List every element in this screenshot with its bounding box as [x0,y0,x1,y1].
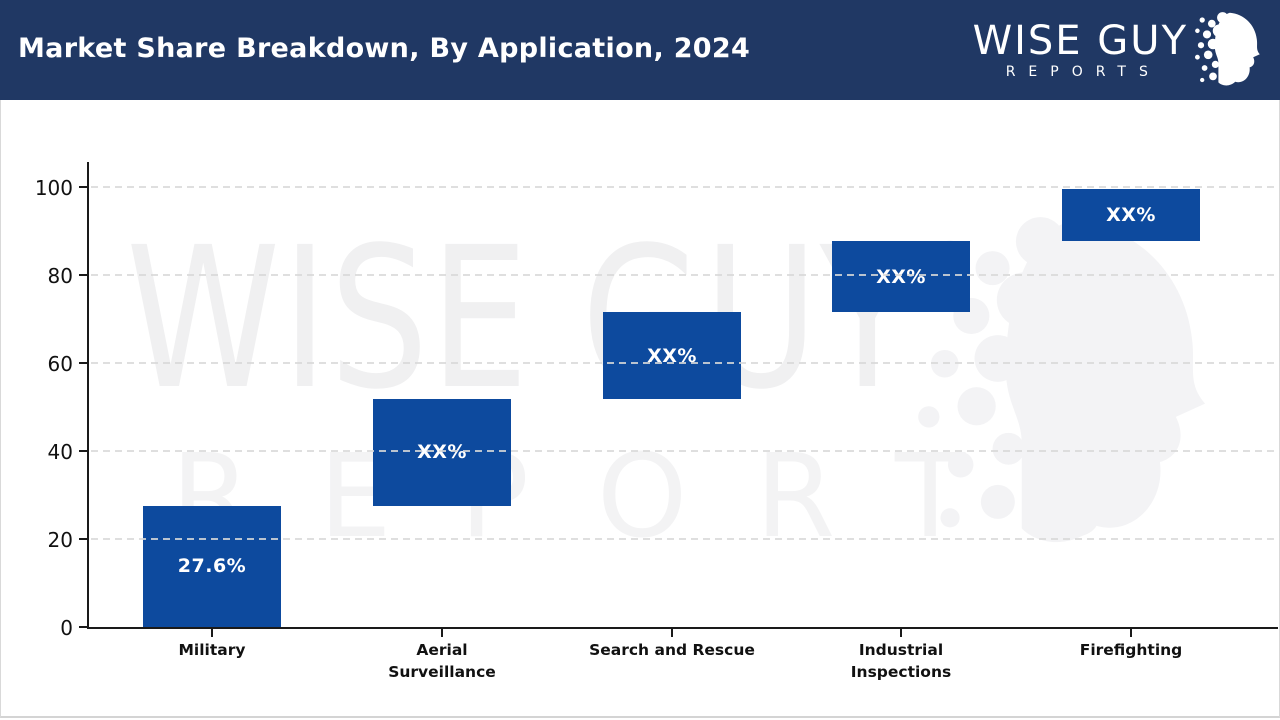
bar-industrial-inspections: XX% [832,240,970,313]
brand-head-icon [1195,12,1260,86]
bar-military: 27.6% [143,505,281,627]
x-tick-mark-4 [1130,629,1132,637]
chart-canvas: WISE GUY REPORTS 0 20 40 60 80 100 27.6% XX% XX%… [0,100,1280,718]
x-tick-mark-1 [441,629,443,637]
x-category-label-1: Aerial Surveillance [388,641,496,681]
bar-value-label: XX% [417,441,467,464]
gridline-y-20 [91,538,1278,540]
y-axis-line [87,162,89,629]
bar-value-label: 27.6% [177,555,247,578]
bar-aerial-surveillance: XX% [373,399,511,506]
watermark-brand-text: WISE GUY [126,205,917,432]
y-tick-mark-100 [79,186,87,188]
x-tick-mark-2 [671,629,673,637]
y-tick-mark-40 [79,450,87,452]
y-tick-mark-80 [79,274,87,276]
brand-logo: WISE GUY REPORTS [973,8,1264,92]
x-category-label-0: Military [178,641,246,659]
y-tick-label-40: 40 [47,440,73,464]
y-tick-mark-60 [79,362,87,364]
page-title: Market Share Breakdown, By Application, … [18,32,751,64]
gridline-y-100 [91,186,1278,188]
y-tick-label-100: 100 [34,176,73,200]
x-tick-mark-3 [900,629,902,637]
watermark-subtitle-text: REPORTS [171,430,1175,564]
y-tick-mark-20 [79,538,87,540]
y-tick-label-0: 0 [60,616,73,640]
bar-firefighting: XX% [1062,189,1200,241]
x-category-label-3: Industrial Inspections [850,641,952,681]
gridline-y-40 [91,450,1278,452]
bar-search-and-rescue: XX% [603,312,741,400]
y-tick-label-80: 80 [47,264,73,288]
plot-area: 0 20 40 60 80 100 27.6% XX% XX% XX% XX% Military Aer… [1,100,1279,716]
brand-subtitle: REPORTS [1005,63,1161,80]
y-tick-label-20: 20 [47,528,73,552]
brand-name: WISE GUY [972,17,1188,64]
x-axis-line [87,627,1278,629]
gridline-y-80 [91,274,1278,276]
bar-value-label: XX% [647,344,697,367]
y-tick-label-60: 60 [47,352,73,376]
x-category-label-4: Firefighting [1079,641,1183,659]
gridline-y-60 [91,362,1278,364]
y-tick-mark-0 [79,626,87,628]
header-bar: Market Share Breakdown, By Application, … [0,0,1280,100]
brand-logo-text: WISE GUY REPORTS [973,21,1188,80]
x-category-label-2: Search and Rescue [589,641,755,659]
bar-value-label: XX% [1106,203,1156,226]
x-tick-mark-0 [211,629,213,637]
bar-value-label: XX% [876,265,926,288]
